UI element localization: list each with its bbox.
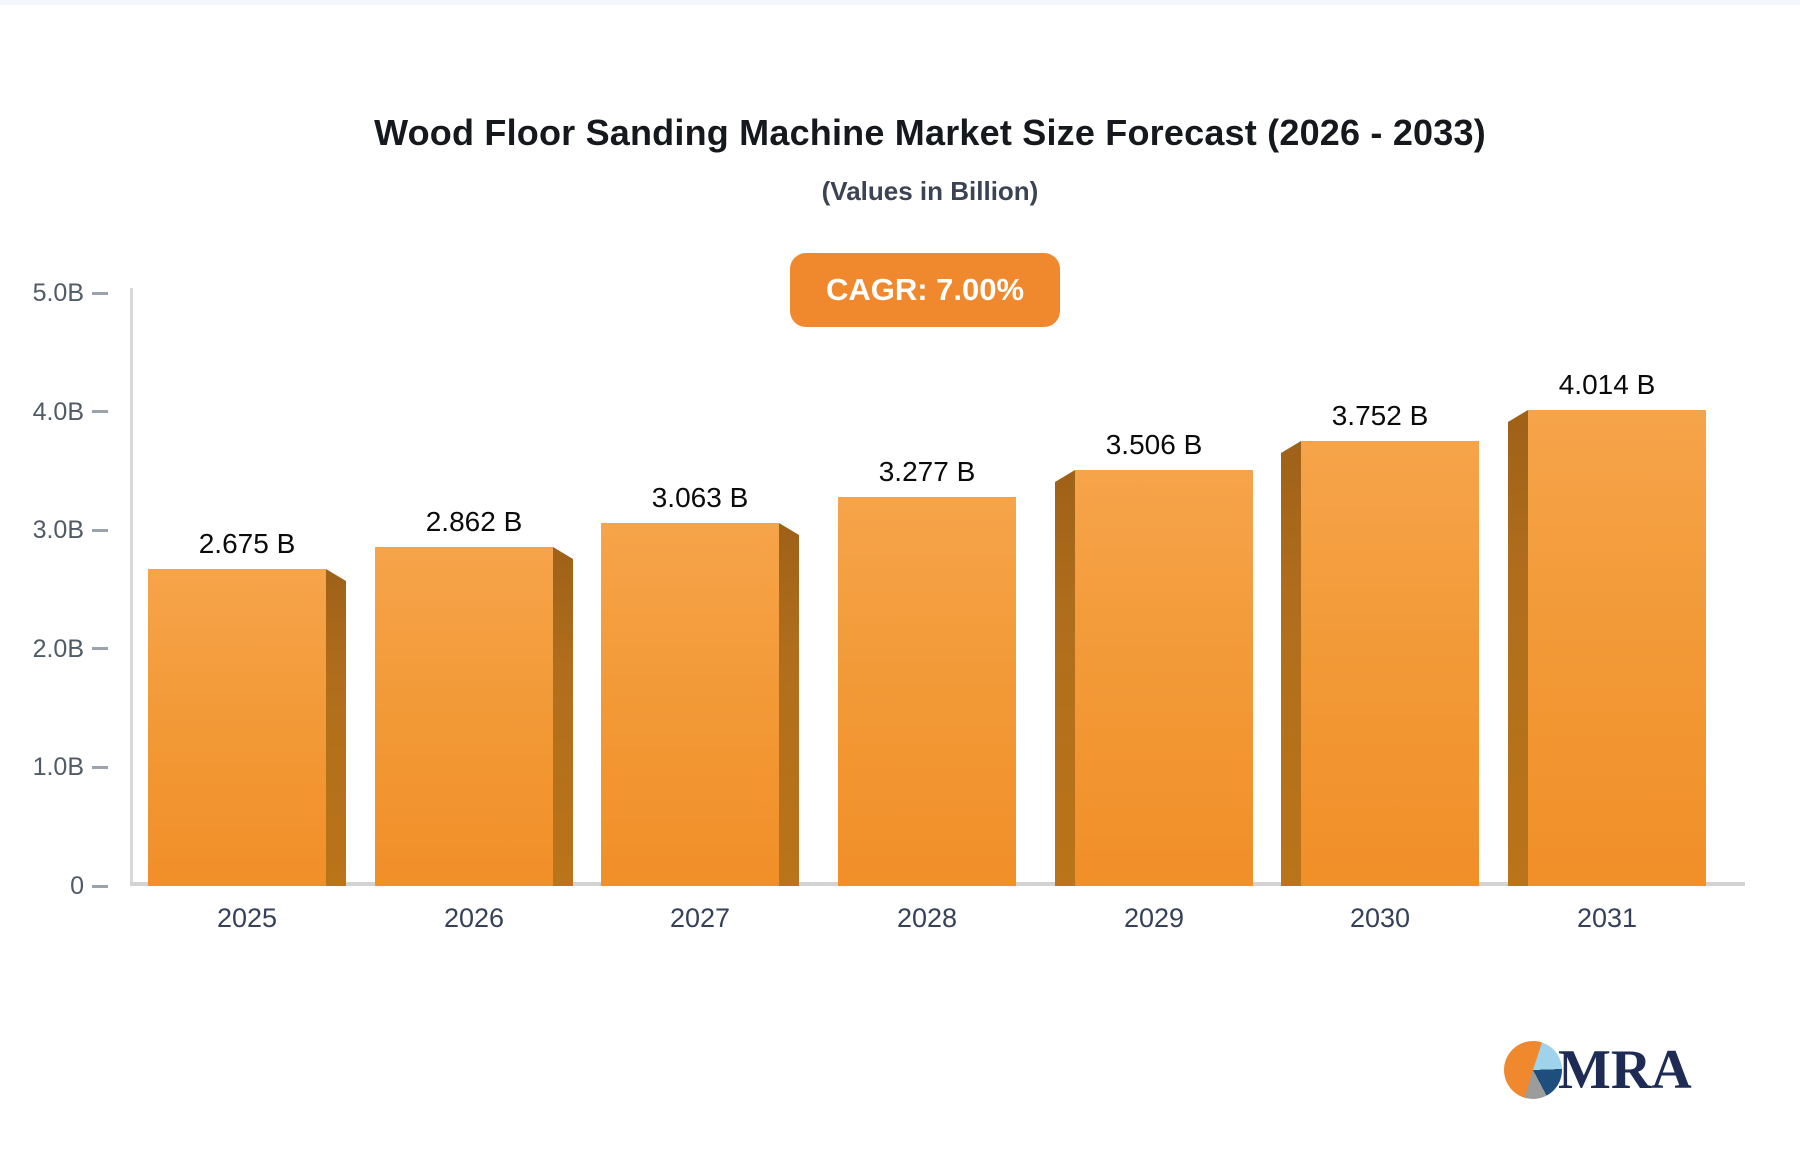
bar-value-label: 3.752 B xyxy=(1331,400,1429,431)
y-axis-tick-dash xyxy=(92,884,108,888)
bar-side-face xyxy=(553,547,573,886)
x-axis-label: 2027 xyxy=(669,903,731,933)
brand-logo-text: MRA xyxy=(1558,1039,1692,1101)
x-axis-label: 2028 xyxy=(896,903,958,933)
pie-chart-logo-icon xyxy=(1504,1041,1562,1099)
y-axis-tick-dash xyxy=(92,291,108,295)
y-axis-tick-label: 4.0B xyxy=(32,397,84,426)
bar xyxy=(1281,441,1479,886)
bar-value-label: 3.277 B xyxy=(878,456,976,487)
page-top-strip xyxy=(0,0,1800,5)
bar-side-face xyxy=(1281,441,1301,886)
y-axis-tick-label: 5.0B xyxy=(32,279,84,307)
bar-side-face xyxy=(326,569,346,886)
bar-front-face xyxy=(375,547,553,886)
y-axis-tick-label: 1.0B xyxy=(32,753,84,782)
chart-title: Wood Floor Sanding Machine Market Size F… xyxy=(374,112,1486,153)
bar-value-label: 3.506 B xyxy=(1105,429,1203,460)
y-axis-tick-label: 0 xyxy=(70,872,84,900)
bar-value-label: 2.862 B xyxy=(425,506,523,537)
y-axis-tick-label: 2.0B xyxy=(32,634,84,663)
bar xyxy=(148,569,346,886)
bar xyxy=(1055,470,1253,886)
bar-front-face xyxy=(838,497,1016,886)
x-axis-label: 2030 xyxy=(1349,903,1411,933)
bar-value-label: 3.063 B xyxy=(651,482,749,513)
bar xyxy=(838,497,1016,886)
bar-front-face xyxy=(1075,470,1253,886)
brand-logo: MRA xyxy=(1504,1038,1692,1102)
bar-value-label: 4.014 B xyxy=(1558,369,1656,400)
chart-header: Wood Floor Sanding Machine Market Size F… xyxy=(60,0,1800,207)
bar xyxy=(375,547,573,886)
x-axis-label: 2026 xyxy=(443,903,505,933)
x-axis-label: 2029 xyxy=(1123,903,1185,933)
bar xyxy=(1508,410,1706,886)
y-axis-tick-label: 3.0B xyxy=(32,516,84,545)
bar-front-face xyxy=(148,569,326,886)
chart-subtitle: (Values in Billion) xyxy=(821,176,1039,206)
bar xyxy=(601,523,799,886)
x-axis-label: 2031 xyxy=(1576,903,1638,933)
y-axis-tick-dash xyxy=(92,410,108,414)
bar-side-face xyxy=(1055,470,1075,886)
y-axis-tick-dash xyxy=(92,528,108,532)
cagr-badge: CAGR: 7.00% xyxy=(790,253,1060,327)
bar-front-face xyxy=(601,523,779,886)
y-axis-tick-dash xyxy=(92,647,108,651)
y-axis-tick-dash xyxy=(92,765,108,769)
bar-side-face xyxy=(779,523,799,886)
bar-front-face xyxy=(1301,441,1479,886)
y-axis-line xyxy=(130,288,133,886)
x-axis-label: 2025 xyxy=(216,903,278,933)
bar-side-face xyxy=(1508,410,1528,886)
bar-value-label: 2.675 B xyxy=(198,528,296,559)
bar-front-face xyxy=(1528,410,1706,886)
